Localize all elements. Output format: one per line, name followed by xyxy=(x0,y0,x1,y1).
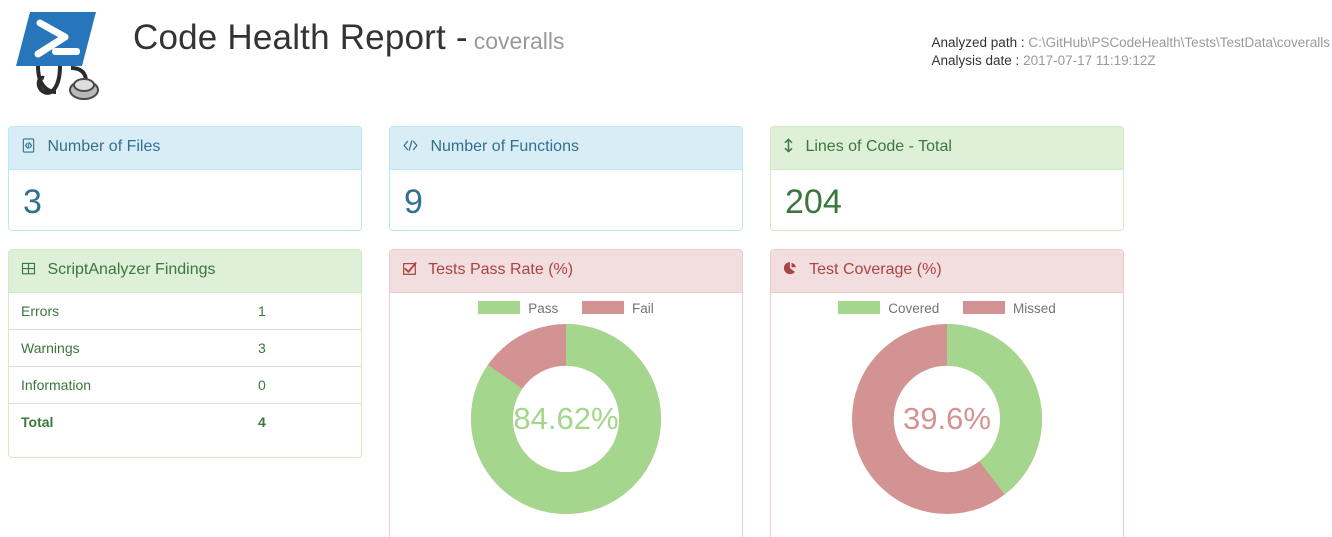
donut-test-coverage: 39.6% xyxy=(852,324,1042,514)
panel-heading-test-coverage: Test Coverage (%) xyxy=(771,250,1123,293)
legend-label-missed: Missed xyxy=(1013,301,1056,316)
panel-title-scriptanalyzer-findings: ScriptAnalyzer Findings xyxy=(47,261,216,278)
panel-lines-of-code: Lines of Code - Total 204 xyxy=(770,126,1124,231)
analyzed-path-label: Analyzed path : xyxy=(931,35,1025,50)
table-row: Information 0 xyxy=(9,366,361,404)
legend-item-pass: Pass xyxy=(478,301,558,316)
panel-heading-number-of-files: Number of Files xyxy=(9,127,361,170)
panel-title-tests-pass-rate: Tests Pass Rate (%) xyxy=(428,261,574,278)
table-grid-icon xyxy=(21,261,36,282)
page-header: Code Health Report - coveralls Analyzed p… xyxy=(0,0,1332,112)
code-brackets-icon xyxy=(402,138,419,159)
legend-item-missed: Missed xyxy=(963,301,1056,316)
panel-scriptanalyzer-findings: ScriptAnalyzer Findings Errors 1 Warning… xyxy=(8,249,362,458)
panel-tests-pass-rate: Tests Pass Rate (%) Pass Fail 84.62% xyxy=(389,249,743,537)
chart-tests-pass-rate: Pass Fail 84.62% xyxy=(390,293,742,523)
panel-body-number-of-files: 3 xyxy=(9,170,361,230)
legend-label-pass: Pass xyxy=(528,301,559,316)
panel-title-test-coverage: Test Coverage (%) xyxy=(809,261,942,278)
value-number-of-functions: 9 xyxy=(404,183,423,221)
page-title: Code Health Report - coveralls xyxy=(133,18,565,58)
legend-swatch-missed xyxy=(963,301,1006,314)
findings-label-total: Total xyxy=(9,403,246,440)
legend-test-coverage: Covered Missed xyxy=(771,293,1123,316)
table-row: Warnings 3 xyxy=(9,329,361,367)
legend-swatch-covered xyxy=(838,301,881,314)
legend-item-fail: Fail xyxy=(582,301,654,316)
analyzed-path-row: Analyzed path : C:\GitHub\PSCodeHealth\T… xyxy=(932,34,1330,52)
findings-value: 3 xyxy=(246,329,361,367)
panel-title-number-of-files: Number of Files xyxy=(47,138,161,155)
powershell-stethoscope-logo xyxy=(8,6,100,102)
table-row-total: Total 4 xyxy=(9,403,361,440)
panel-heading-lines-of-code: Lines of Code - Total xyxy=(771,127,1123,170)
panel-number-of-functions: Number of Functions 9 xyxy=(389,126,743,231)
findings-value: 0 xyxy=(246,366,361,404)
page-title-main: Code Health Report - xyxy=(133,18,468,57)
report-metadata: Analyzed path : C:\GitHub\PSCodeHealth\T… xyxy=(932,34,1330,70)
legend-tests-pass-rate: Pass Fail xyxy=(390,293,742,316)
findings-label: Warnings xyxy=(9,329,246,367)
analysis-date-value: 2017-07-17 11:19:12Z xyxy=(1023,53,1156,68)
analyzed-path-value: C:\GitHub\PSCodeHealth\Tests\TestData\co… xyxy=(1028,35,1330,50)
panel-title-lines-of-code: Lines of Code - Total xyxy=(805,138,952,155)
panel-body-lines-of-code: 204 xyxy=(771,170,1123,230)
value-lines-of-code: 204 xyxy=(785,183,842,221)
legend-swatch-fail xyxy=(582,301,624,314)
panel-number-of-files: Number of Files 3 xyxy=(8,126,362,231)
panel-heading-scriptanalyzer-findings: ScriptAnalyzer Findings xyxy=(9,250,361,293)
legend-label-covered: Covered xyxy=(888,301,940,316)
value-number-of-files: 3 xyxy=(23,183,42,221)
panel-test-coverage: Test Coverage (%) Covered Missed 39.6% xyxy=(770,249,1124,537)
pie-chart-icon xyxy=(783,261,798,282)
file-code-icon xyxy=(21,138,36,159)
legend-swatch-pass xyxy=(478,301,521,314)
analysis-date-label: Analysis date : xyxy=(931,53,1020,68)
page-title-subtitle: coveralls xyxy=(473,28,565,54)
panel-body-number-of-functions: 9 xyxy=(390,170,742,230)
analysis-date-row: Analysis date : 2017-07-17 11:19:12Z xyxy=(932,52,1330,70)
panel-heading-tests-pass-rate: Tests Pass Rate (%) xyxy=(390,250,742,293)
legend-label-fail: Fail xyxy=(632,301,654,316)
findings-value-total: 4 xyxy=(246,403,361,440)
table-row: Errors 1 xyxy=(9,293,361,330)
arrows-vertical-icon xyxy=(783,138,794,159)
scriptanalyzer-findings-table: Errors 1 Warnings 3 Information 0 Total … xyxy=(9,293,361,440)
findings-label: Information xyxy=(9,366,246,404)
panel-heading-number-of-functions: Number of Functions xyxy=(390,127,742,170)
legend-item-covered: Covered xyxy=(838,301,939,316)
chart-test-coverage: Covered Missed 39.6% xyxy=(771,293,1123,523)
checkbox-checked-icon xyxy=(402,261,417,282)
donut-label-test-coverage: 39.6% xyxy=(903,401,991,436)
findings-value: 1 xyxy=(258,303,266,319)
donut-tests-pass-rate: 84.62% xyxy=(471,324,661,514)
panel-title-number-of-functions: Number of Functions xyxy=(430,138,579,155)
findings-label: Errors xyxy=(21,303,60,319)
donut-label-tests-pass-rate: 84.62% xyxy=(513,401,619,436)
